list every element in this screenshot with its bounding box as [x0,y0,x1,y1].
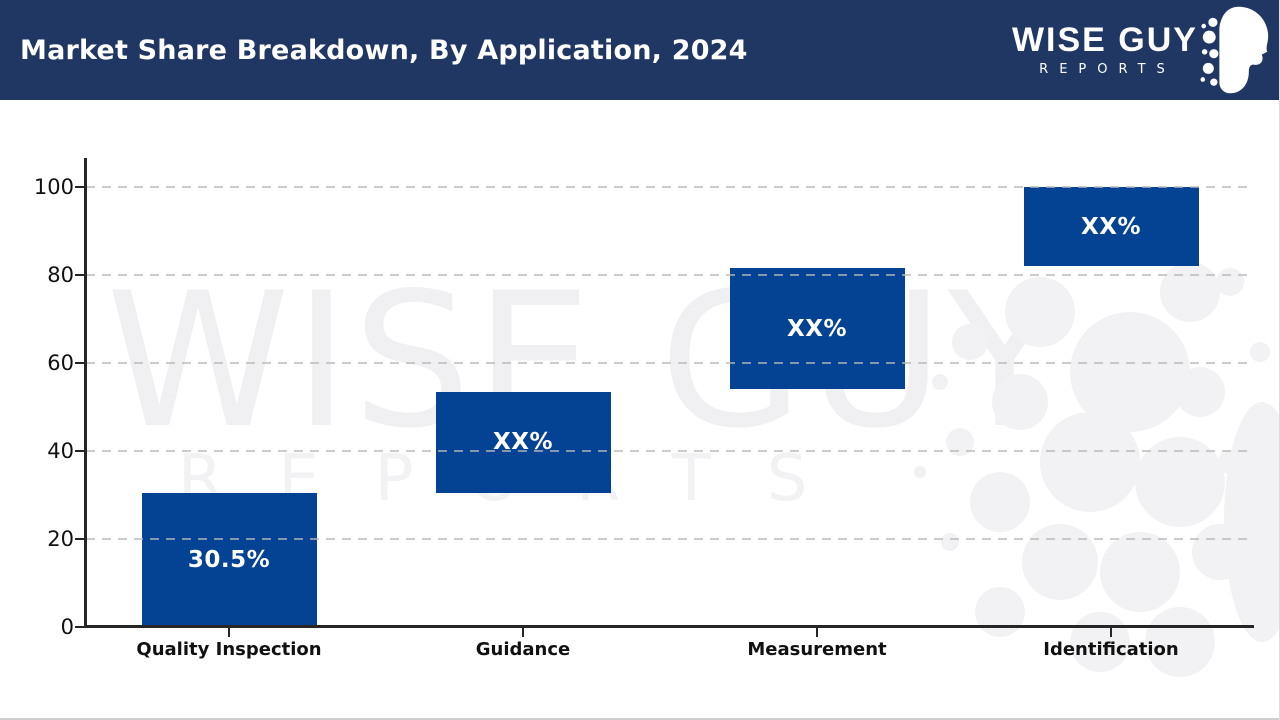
page-bottom-border [0,718,1280,720]
bar-value-label: XX% [492,429,553,456]
gridline [86,450,1253,452]
y-axis-tick [75,274,84,276]
gridline [86,362,1253,364]
x-axis-tick [522,628,524,637]
x-axis-tick [816,628,818,637]
y-axis-line [84,158,87,628]
header-bar: Market Share Breakdown, By Application, … [0,0,1280,100]
bar-value-label: XX% [786,315,847,342]
y-axis-tick [75,450,84,452]
x-axis-category-label: Quality Inspection [136,639,322,660]
bar-guidance: XX% [435,391,611,493]
logo-subtext: REPORTS [1039,62,1176,77]
bar-measurement: XX% [729,268,905,390]
y-axis-tick [75,362,84,364]
wise-guy-reports-logo: WISE GUY REPORTS [1012,4,1270,96]
x-axis-tick [1110,628,1112,637]
y-axis-tick-label: 60 [47,351,74,375]
logo-head-icon [1200,6,1269,94]
x-axis-category-label: Measurement [747,639,887,660]
bar-quality-inspection: 30.5% [141,492,317,627]
bar-identification: XX% [1023,187,1199,267]
logo-wordmark-group: WISE GUY REPORTS [1012,23,1198,77]
page-title: Market Share Breakdown, By Application, … [20,34,748,66]
bar-value-label: XX% [1080,213,1141,240]
bar-value-label: 30.5% [187,546,271,573]
x-axis-category-label: Identification [1043,639,1179,660]
y-axis-tick [75,538,84,540]
gridline [86,274,1253,276]
y-axis-tick-label: 40 [47,439,74,463]
x-axis-category-label: Guidance [475,639,571,660]
y-axis-tick [75,626,84,628]
y-axis-tick-label: 20 [47,527,74,551]
y-axis-tick-label: 80 [47,263,74,287]
gridline [86,186,1253,188]
y-axis-tick [75,186,84,188]
y-axis-tick-label: 100 [33,175,74,199]
x-axis-line [84,625,1254,628]
gridline [86,538,1253,540]
x-axis-tick [228,628,230,637]
watermark-head-dots-icon [914,262,1280,677]
logo-wordmark: WISE GUY [1011,21,1198,59]
y-axis-tick-label: 0 [60,615,74,639]
